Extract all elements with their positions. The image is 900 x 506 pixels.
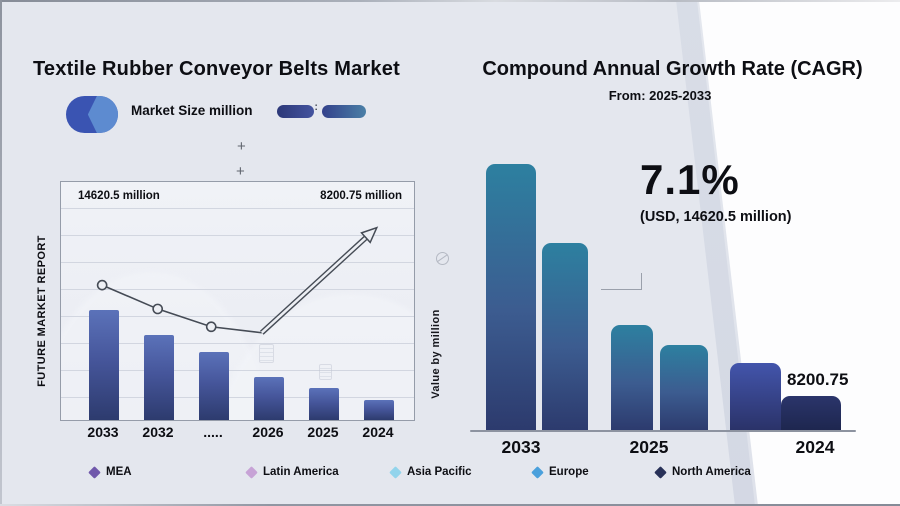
cagr-year-label-2024: 2024 — [795, 437, 835, 457]
cagr-bar-2025-1 — [611, 325, 653, 431]
x-axis-label-.....: ..... — [203, 424, 223, 440]
step-line-decoration — [601, 273, 642, 290]
cagr-subtitle: From: 2025-2033 — [608, 88, 712, 103]
market-size-bar-2024 — [364, 400, 394, 420]
cagr-bar-2033-1 — [486, 164, 536, 431]
market-size-bar-..... — [199, 352, 229, 420]
plus-decoration-icon: + — [236, 163, 245, 180]
cagr-bar-2025-2 — [660, 345, 708, 431]
x-axis-label-2024: 2024 — [362, 424, 394, 440]
bottom-border-line — [0, 504, 900, 506]
x-axis-label-2033: 2033 — [87, 424, 119, 440]
left-border-line — [0, 0, 2, 506]
cagr-year-label-2033: 2033 — [501, 437, 541, 457]
cagr-bar-2024-1 — [730, 363, 781, 431]
ghost-document-icon — [259, 344, 274, 363]
pill-icon-teal — [322, 105, 366, 118]
market-size-chart: 14620.5 million 8200.75 million — [60, 181, 415, 421]
cagr-bar-2024-2 — [781, 396, 841, 431]
x-axis-label-2026: 2026 — [252, 424, 284, 440]
cagr-chart-axis — [470, 430, 856, 432]
cagr-bar-2033-2 — [542, 243, 588, 431]
top-border-line — [0, 0, 900, 2]
market-size-bar-2033 — [89, 310, 119, 420]
cagr-value: 7.1% — [640, 156, 740, 203]
market-size-bar-2032 — [144, 335, 174, 420]
cagr-note: (USD, 14620.5 million) — [640, 209, 792, 225]
pill-colon: : — [314, 102, 318, 113]
x-axis-labels: 2033 2032..... 2026 2025 2024 — [60, 424, 415, 442]
cylinder-icon — [66, 96, 118, 133]
x-axis-label-2032: 2032 — [142, 424, 174, 440]
plus-decoration-icon: + — [237, 138, 246, 155]
pill-icon-dark — [277, 105, 314, 118]
circle-slash-icon — [436, 252, 449, 265]
chart-start-value-label: 14620.5 million — [78, 190, 160, 202]
trend-line-arrow — [96, 226, 379, 335]
chart-gridlines — [61, 182, 414, 420]
market-size-label: Market Size million — [131, 103, 253, 118]
cagr-year-label-2025: 2025 — [629, 437, 669, 457]
market-size-bar-2025 — [309, 388, 339, 420]
cagr-title: Compound Annual Growth Rate (CAGR) — [482, 58, 863, 80]
bars-layer — [61, 182, 414, 420]
ghost-document-icon — [319, 364, 332, 380]
chart-end-value-label: 8200.75 million — [320, 190, 402, 202]
market-size-bar-2026 — [254, 377, 284, 420]
page-title: Textile Rubber Conveyor Belts Market — [33, 58, 400, 80]
x-axis-label-2025: 2025 — [307, 424, 339, 440]
cagr-2024-value-label: 8200.75 — [787, 370, 849, 389]
